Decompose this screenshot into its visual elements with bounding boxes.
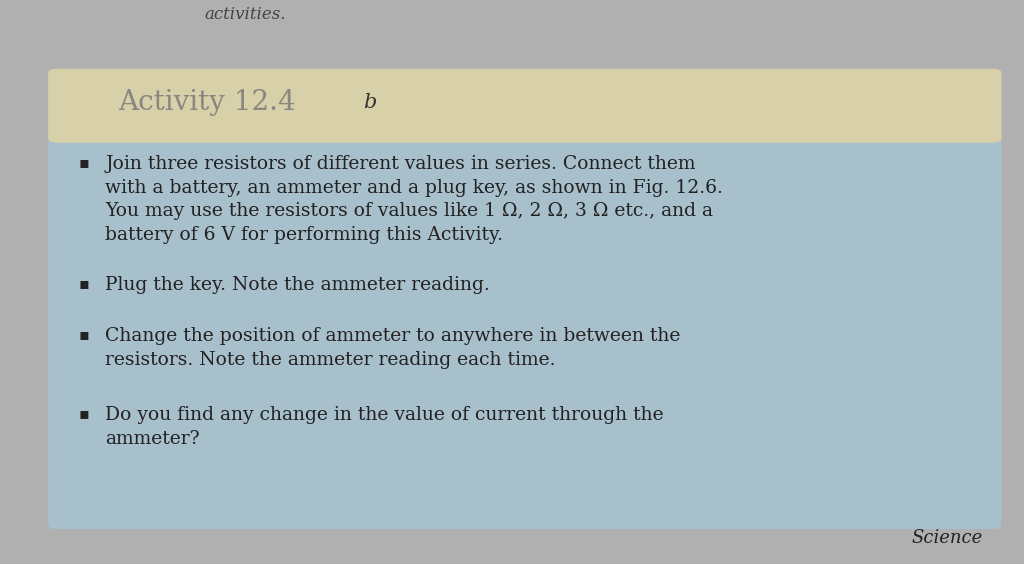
Text: b: b (364, 93, 377, 112)
Text: Change the position of ammeter to anywhere in between the
resistors. Note the am: Change the position of ammeter to anywhe… (105, 327, 681, 369)
FancyBboxPatch shape (48, 69, 1001, 529)
Text: Plug the key. Note the ammeter reading.: Plug the key. Note the ammeter reading. (105, 276, 490, 294)
Text: ▪: ▪ (79, 276, 90, 292)
Text: ▪: ▪ (79, 327, 90, 342)
Text: ▪: ▪ (79, 155, 90, 170)
Text: Activity 12.4: Activity 12.4 (118, 89, 295, 116)
Text: ▪: ▪ (79, 406, 90, 421)
FancyBboxPatch shape (48, 69, 1001, 143)
Text: Do you find any change in the value of current through the
ammeter?: Do you find any change in the value of c… (105, 406, 665, 448)
Text: Science: Science (911, 529, 983, 547)
Text: Join three resistors of different values in series. Connect them
with a battery,: Join three resistors of different values… (105, 155, 723, 244)
Text: activities.: activities. (205, 6, 287, 23)
